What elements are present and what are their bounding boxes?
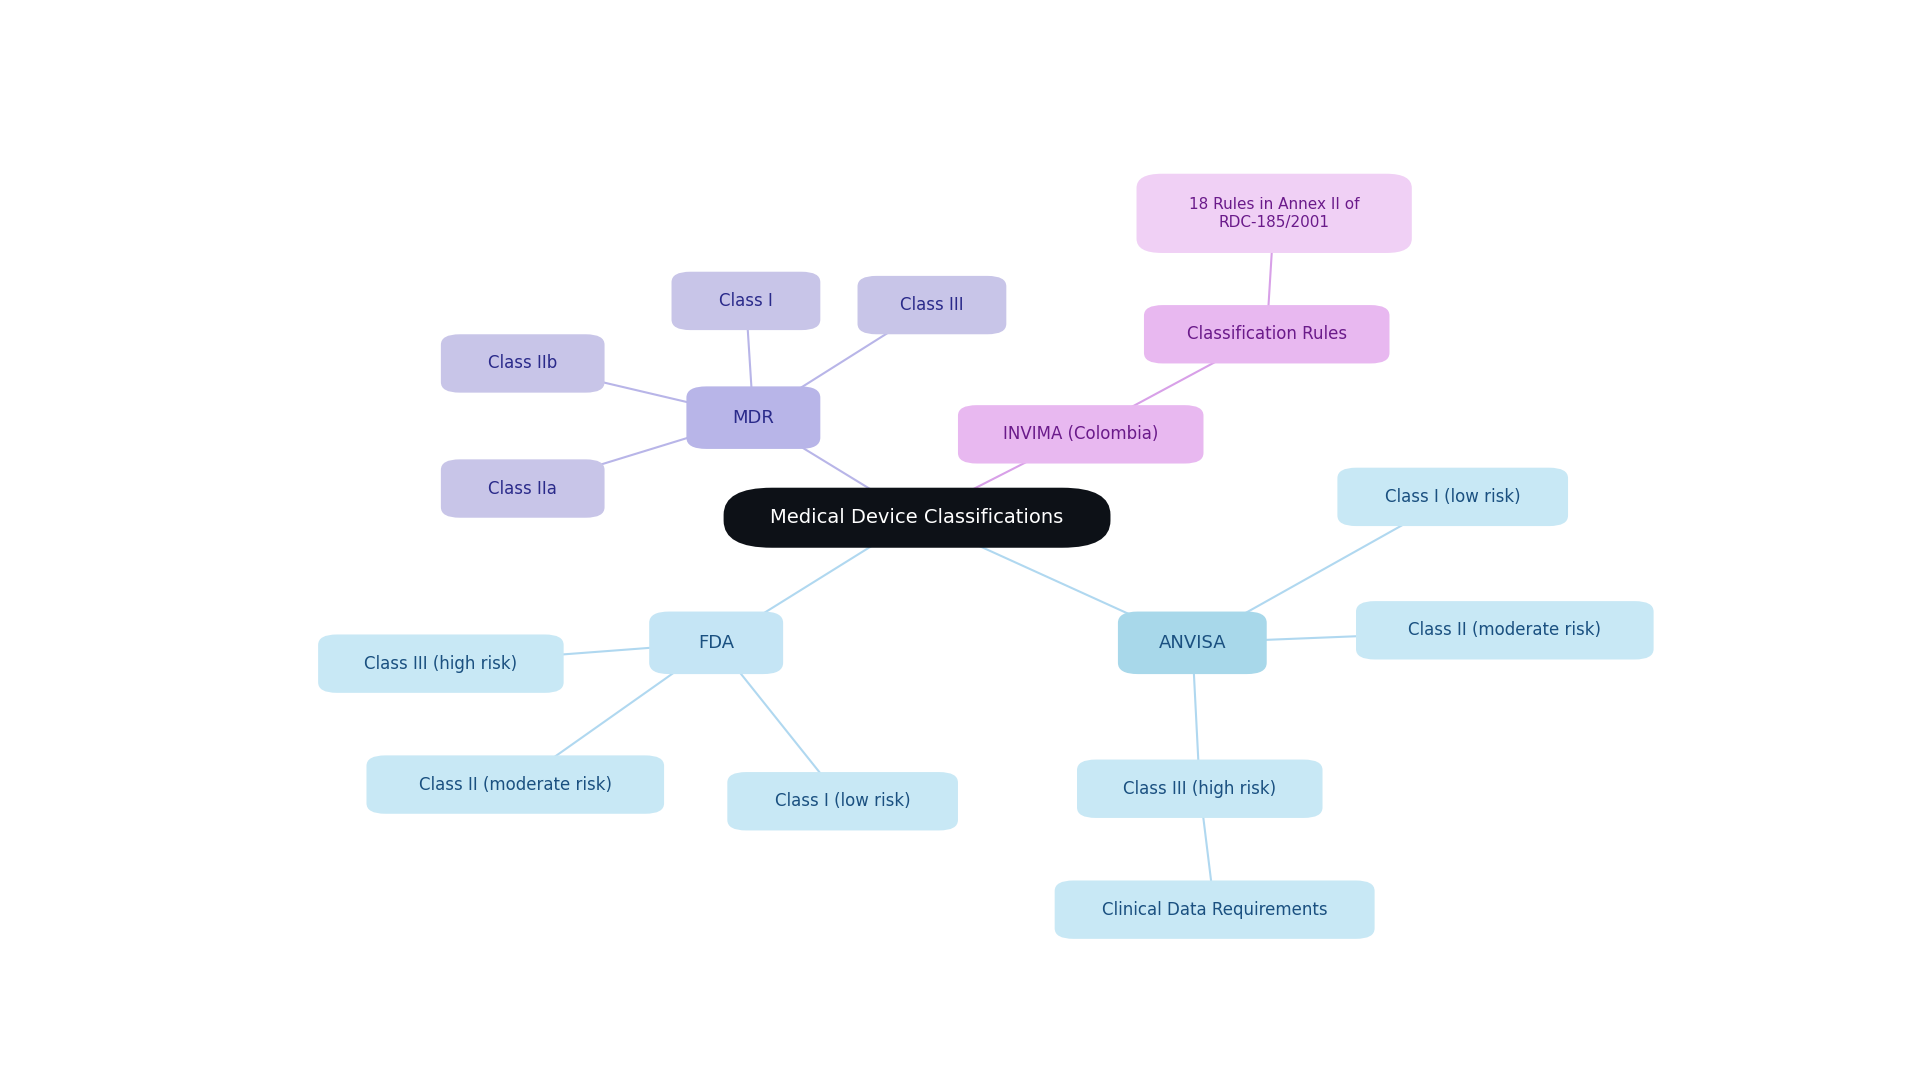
FancyBboxPatch shape [1077, 759, 1323, 818]
FancyBboxPatch shape [649, 612, 783, 674]
FancyBboxPatch shape [319, 635, 564, 693]
Text: Class II (moderate risk): Class II (moderate risk) [419, 775, 612, 794]
FancyBboxPatch shape [728, 772, 958, 831]
Text: Class III: Class III [900, 296, 964, 314]
FancyBboxPatch shape [672, 272, 820, 330]
FancyBboxPatch shape [687, 387, 820, 449]
FancyBboxPatch shape [1137, 173, 1411, 253]
Text: Classification Rules: Classification Rules [1187, 325, 1346, 343]
Text: MDR: MDR [732, 408, 774, 427]
FancyBboxPatch shape [858, 276, 1006, 335]
FancyBboxPatch shape [1054, 880, 1375, 939]
Text: Clinical Data Requirements: Clinical Data Requirements [1102, 901, 1327, 918]
FancyBboxPatch shape [1356, 601, 1653, 660]
FancyBboxPatch shape [1338, 468, 1569, 526]
Text: Class III (high risk): Class III (high risk) [365, 654, 518, 673]
Text: FDA: FDA [699, 634, 733, 652]
Text: Class II (moderate risk): Class II (moderate risk) [1407, 622, 1601, 639]
Text: Class I: Class I [718, 292, 774, 310]
Text: Class IIb: Class IIb [488, 354, 557, 373]
Text: Class I (low risk): Class I (low risk) [1384, 487, 1521, 506]
FancyBboxPatch shape [724, 487, 1110, 548]
FancyBboxPatch shape [958, 405, 1204, 464]
Text: Medical Device Classifications: Medical Device Classifications [770, 508, 1064, 527]
FancyBboxPatch shape [1144, 305, 1390, 364]
FancyBboxPatch shape [442, 335, 605, 393]
FancyBboxPatch shape [442, 459, 605, 518]
Text: ANVISA: ANVISA [1158, 634, 1227, 652]
Text: 18 Rules in Annex II of
RDC-185/2001: 18 Rules in Annex II of RDC-185/2001 [1188, 197, 1359, 230]
Text: Class I (low risk): Class I (low risk) [776, 793, 910, 810]
FancyBboxPatch shape [1117, 612, 1267, 674]
Text: INVIMA (Colombia): INVIMA (Colombia) [1002, 426, 1158, 443]
Text: Class IIa: Class IIa [488, 480, 557, 497]
Text: Class III (high risk): Class III (high risk) [1123, 780, 1277, 798]
FancyBboxPatch shape [367, 756, 664, 813]
